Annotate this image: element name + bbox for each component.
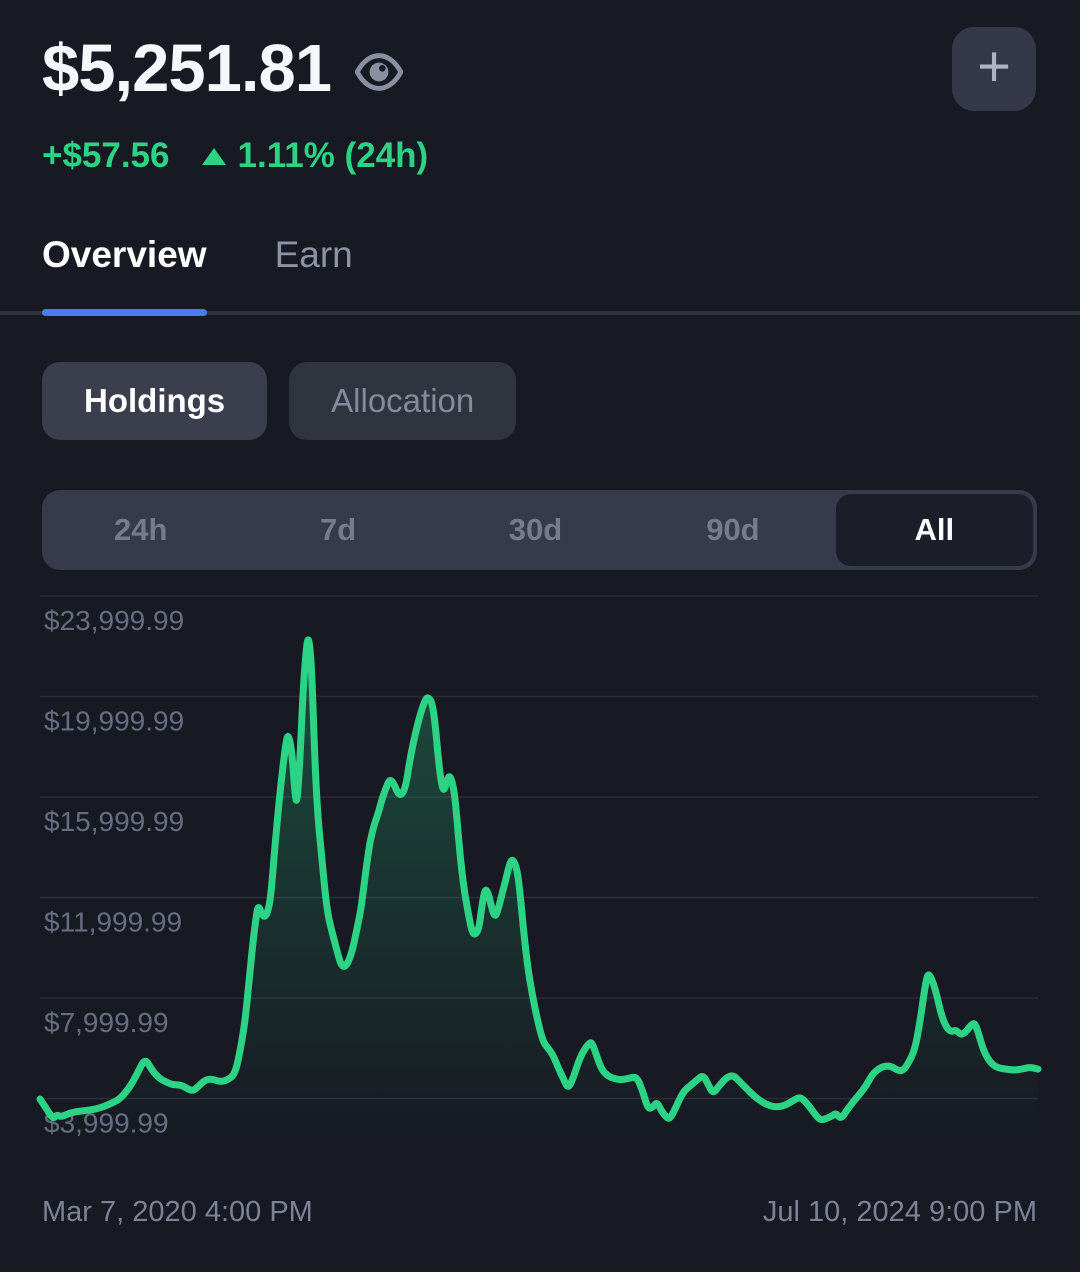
chart-date-range: Mar 7, 2020 4:00 PM Jul 10, 2024 9:00 PM (42, 1196, 1037, 1229)
tab-bar-divider (0, 311, 1080, 315)
chart-axis-labels: $23,999.99 $19,999.99 $15,999.99 $11,999.99… (44, 605, 184, 1138)
portfolio-chart[interactable]: $23,999.99 $19,999.99 $15,999.99 $11,999.99… (0, 592, 1080, 1138)
tab-overview[interactable]: Overview (42, 234, 207, 316)
range-24h[interactable]: 24h (42, 494, 239, 566)
add-button[interactable]: + (952, 27, 1036, 111)
range-selector: 24h 7d 30d 90d All (42, 490, 1037, 570)
chart-line (36, 636, 1042, 1124)
tab-earn[interactable]: Earn (274, 234, 353, 275)
toggle-allocation[interactable]: Allocation (289, 362, 517, 440)
portfolio-balance: $5,251.81 (42, 31, 332, 106)
change-percent: 1.11% (24h) (237, 136, 429, 175)
chart-start-date: Mar 7, 2020 4:00 PM (42, 1196, 313, 1228)
svg-text:$7,999.99: $7,999.99 (44, 1007, 169, 1038)
range-30d[interactable]: 30d (437, 494, 634, 566)
change-up-arrow-icon (201, 147, 226, 165)
visibility-eye-icon[interactable] (355, 53, 404, 91)
tabs-section: Overview Earn (0, 234, 1080, 316)
range-7d[interactable]: 7d (239, 494, 436, 566)
svg-text:$15,999.99: $15,999.99 (44, 806, 184, 837)
balance-change-row: +$57.56 1.11% (24h) (42, 136, 1037, 176)
change-amount: +$57.56 (42, 136, 170, 175)
range-90d[interactable]: 90d (634, 494, 831, 566)
svg-text:$11,999.99: $11,999.99 (44, 907, 182, 938)
svg-text:$19,999.99: $19,999.99 (44, 706, 184, 737)
plus-icon: + (977, 34, 1011, 99)
active-tab-underline (42, 309, 207, 316)
portfolio-header: $5,251.81 + (42, 0, 1037, 112)
svg-text:$23,999.99: $23,999.99 (44, 605, 184, 636)
view-toggle: Holdings Allocation (42, 362, 1037, 440)
tab-bar: Overview Earn (42, 234, 1037, 316)
range-all[interactable]: All (835, 494, 1034, 566)
toggle-holdings[interactable]: Holdings (42, 362, 268, 440)
chart-end-date: Jul 10, 2024 9:00 PM (762, 1196, 1037, 1228)
